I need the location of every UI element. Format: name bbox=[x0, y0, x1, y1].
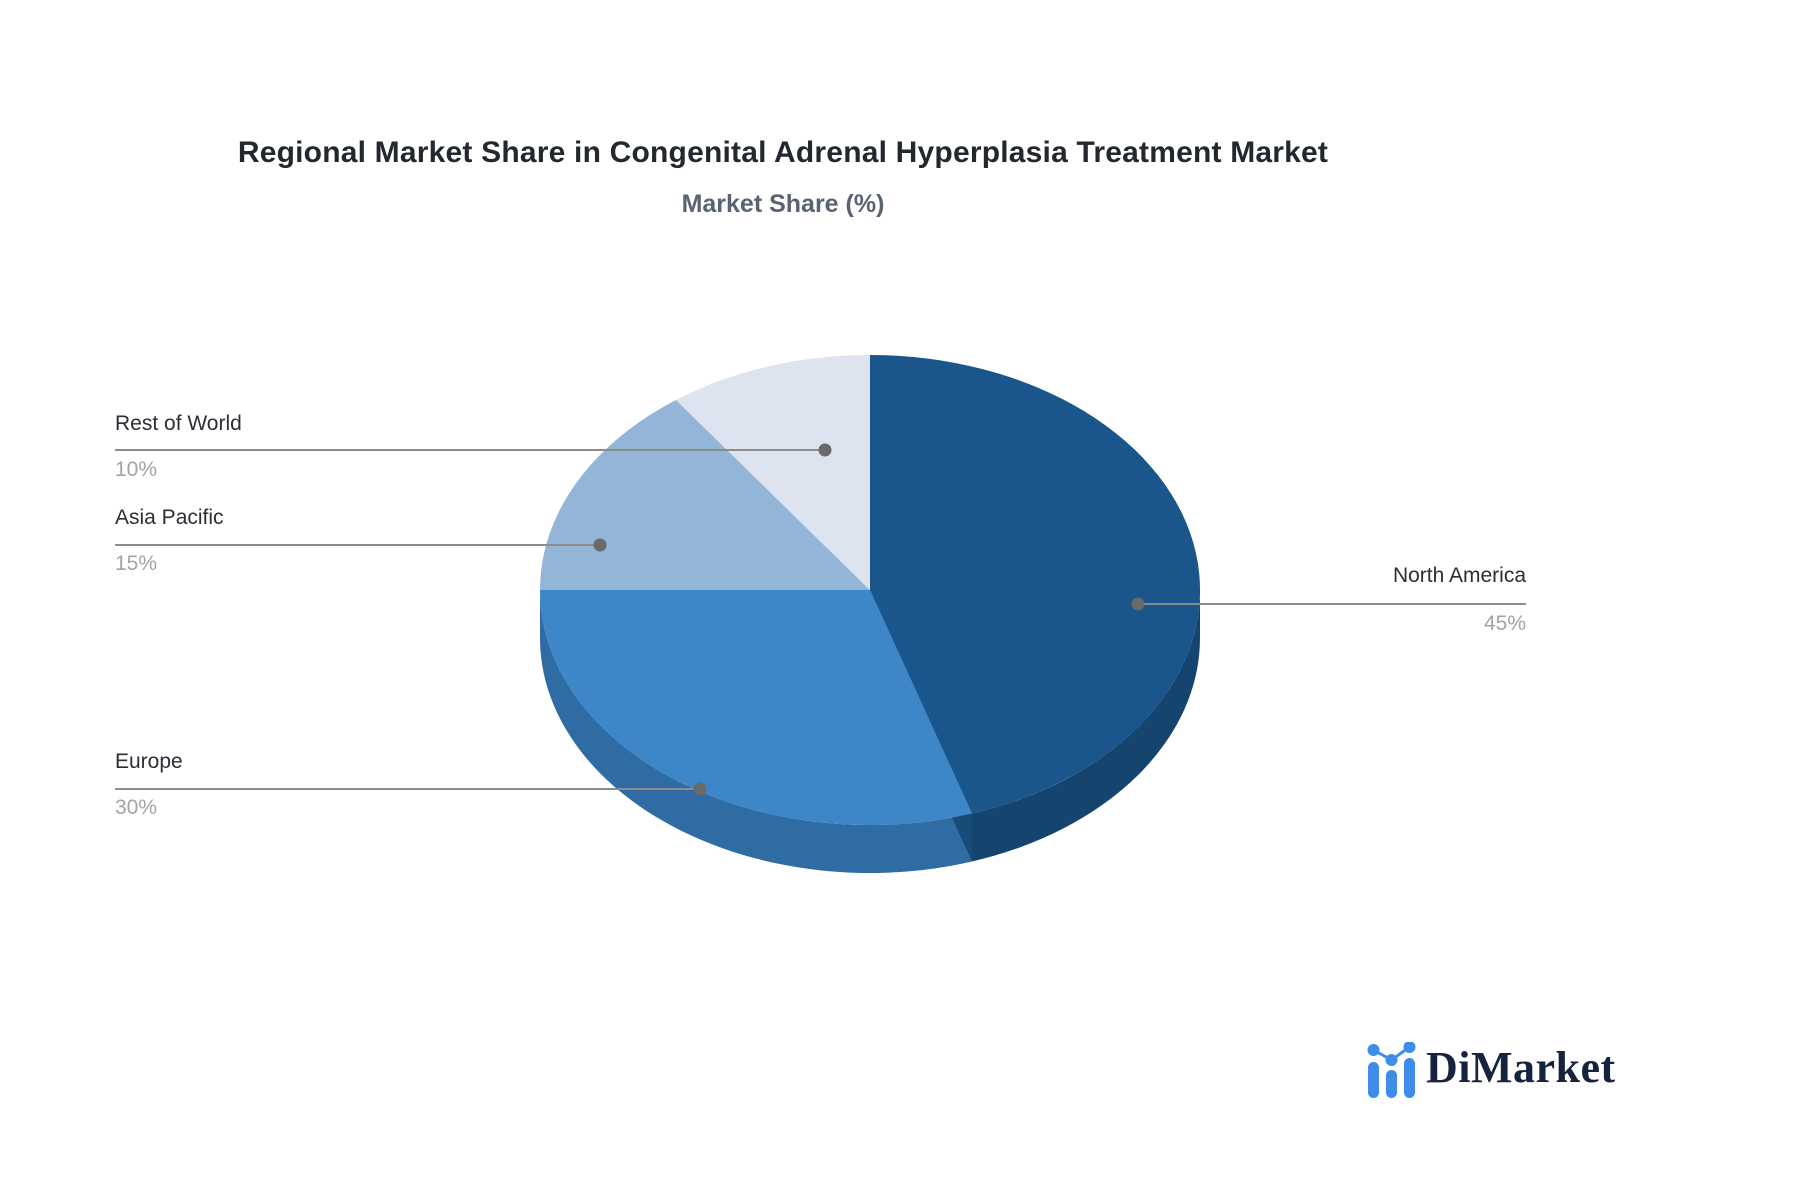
leader-dot-europe bbox=[693, 782, 707, 796]
pie-slice-north-america[interactable] bbox=[870, 355, 1201, 814]
slice-label-asia-pacific: Asia Pacific bbox=[115, 506, 224, 529]
pie-side-europe bbox=[540, 590, 972, 874]
pie-side-north-america bbox=[972, 590, 1200, 862]
dimarket-logo: DiMarket bbox=[1360, 1040, 1680, 1110]
leader-dots bbox=[593, 443, 1145, 796]
slice-pct-rest-of-world: 10% bbox=[115, 458, 158, 481]
slice-label-rest-of-world: Rest of World bbox=[115, 412, 242, 435]
pie-slice-rest-of-world[interactable] bbox=[676, 355, 870, 590]
bar-line-chart-icon bbox=[1367, 1042, 1416, 1098]
slice-pct-asia-pacific: 15% bbox=[115, 552, 158, 575]
slice-pct-north-america: 45% bbox=[1483, 612, 1526, 635]
slice-label-north-america: North America bbox=[1392, 564, 1526, 587]
leader-lines bbox=[115, 449, 1526, 790]
pie-slice-asia-pacific[interactable] bbox=[540, 400, 870, 590]
slice-label-europe: Europe bbox=[115, 750, 183, 773]
pie-slice-europe[interactable] bbox=[540, 590, 972, 826]
chart-subtitle: Market Share (%) bbox=[681, 190, 885, 218]
chart-title: Regional Market Share in Congenital Adre… bbox=[237, 136, 1329, 169]
slice-pct-europe: 30% bbox=[115, 796, 158, 819]
leader-dot-asia-pacific bbox=[593, 538, 607, 552]
logo-wordmark: DiMarket bbox=[1426, 1043, 1616, 1092]
leader-dot-north-america bbox=[1131, 597, 1145, 611]
leader-dot-rest-of-world bbox=[818, 443, 832, 457]
